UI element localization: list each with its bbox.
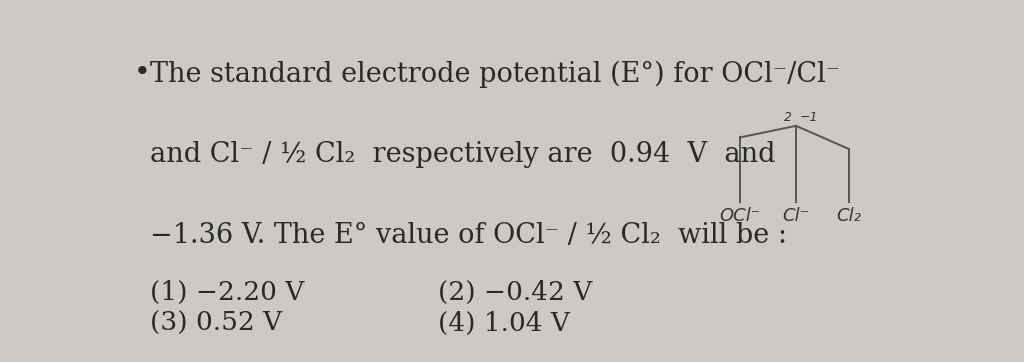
Text: •: • <box>134 60 151 87</box>
Text: (4) 1.04 V: (4) 1.04 V <box>438 311 570 336</box>
Text: Cl₂: Cl₂ <box>837 207 861 225</box>
Text: −1.36 V. The E° value of OCl⁻ / ½ Cl₂  will be :: −1.36 V. The E° value of OCl⁻ / ½ Cl₂ wi… <box>150 222 786 249</box>
Text: (2) −0.42 V: (2) −0.42 V <box>438 280 592 305</box>
Text: −1: −1 <box>800 110 818 123</box>
Text: OCl⁻: OCl⁻ <box>720 207 761 225</box>
Text: (3) 0.52 V: (3) 0.52 V <box>150 311 282 336</box>
Text: The standard electrode potential (E°) for OCl⁻/Cl⁻: The standard electrode potential (E°) fo… <box>150 60 840 88</box>
Text: (1) −2.20 V: (1) −2.20 V <box>150 280 304 305</box>
Text: 2: 2 <box>784 110 793 123</box>
Text: and Cl⁻ / ½ Cl₂  respectively are  0.94  V  and: and Cl⁻ / ½ Cl₂ respectively are 0.94 V … <box>150 141 775 168</box>
Text: Cl⁻: Cl⁻ <box>782 207 810 225</box>
